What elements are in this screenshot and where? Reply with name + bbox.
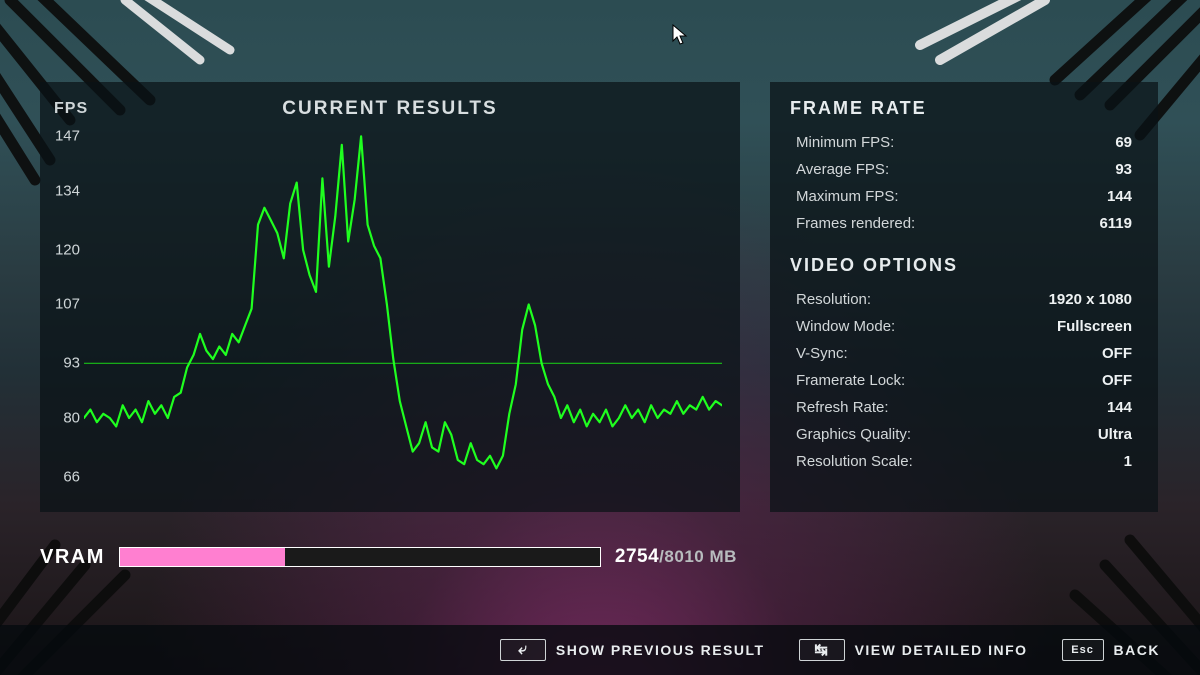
y-tick: 120 bbox=[40, 241, 80, 258]
back-button[interactable]: Esc BACK bbox=[1062, 639, 1160, 661]
video-option-row: V-Sync: OFF bbox=[790, 340, 1138, 367]
video-option-label: Resolution: bbox=[796, 291, 871, 308]
frame-rate-label: Maximum FPS: bbox=[796, 188, 899, 205]
video-option-row: Resolution: 1920 x 1080 bbox=[790, 286, 1138, 313]
frame-rate-label: Average FPS: bbox=[796, 161, 889, 178]
frame-rate-row: Maximum FPS: 144 bbox=[790, 183, 1138, 210]
results-chart-panel: FPS CURRENT RESULTS 66 80 93 107 120 134 147 bbox=[40, 82, 740, 512]
video-option-label: Resolution Scale: bbox=[796, 453, 913, 470]
frame-rate-label: Frames rendered: bbox=[796, 215, 915, 232]
key-icon: Esc bbox=[1062, 639, 1104, 661]
y-tick: 93 bbox=[40, 355, 80, 372]
frame-rate-value: 69 bbox=[1115, 134, 1132, 151]
video-option-row: Refresh Rate: 144 bbox=[790, 394, 1138, 421]
video-option-label: Window Mode: bbox=[796, 318, 895, 335]
vram-bar bbox=[119, 547, 601, 567]
video-option-value: 1 bbox=[1124, 453, 1132, 470]
video-options-heading: VIDEO OPTIONS bbox=[790, 255, 1138, 276]
chart-title: CURRENT RESULTS bbox=[40, 82, 740, 120]
frame-rate-label: Minimum FPS: bbox=[796, 134, 894, 151]
button-label: BACK bbox=[1114, 642, 1160, 658]
frame-rate-row: Minimum FPS: 69 bbox=[790, 129, 1138, 156]
vram-row: VRAM 2754/8010 MB bbox=[40, 540, 740, 574]
video-option-row: Window Mode: Fullscreen bbox=[790, 313, 1138, 340]
key-icon: ↹ bbox=[799, 639, 845, 661]
brush-decor-top-left-white bbox=[120, 0, 240, 90]
frame-rate-value: 144 bbox=[1107, 188, 1132, 205]
video-option-value: Fullscreen bbox=[1057, 318, 1132, 335]
frame-rate-value: 6119 bbox=[1099, 215, 1132, 232]
footer-bar: ⤶ SHOW PREVIOUS RESULT ↹ VIEW DETAILED I… bbox=[0, 625, 1200, 675]
vram-bar-fill bbox=[120, 548, 285, 566]
y-tick: 107 bbox=[40, 296, 80, 313]
vram-label: VRAM bbox=[40, 546, 105, 569]
brush-decor-top-right-white bbox=[910, 0, 1050, 80]
button-label: SHOW PREVIOUS RESULT bbox=[556, 642, 765, 658]
show-previous-result-button[interactable]: ⤶ SHOW PREVIOUS RESULT bbox=[500, 639, 765, 661]
video-option-label: Graphics Quality: bbox=[796, 426, 911, 443]
y-tick: 134 bbox=[40, 183, 80, 200]
video-option-row: Framerate Lock: OFF bbox=[790, 367, 1138, 394]
video-option-label: Refresh Rate: bbox=[796, 399, 889, 416]
vram-value: 2754/8010 MB bbox=[615, 546, 737, 568]
video-option-value: OFF bbox=[1102, 345, 1132, 362]
stats-panel: FRAME RATE Minimum FPS: 69 Average FPS: 93 M… bbox=[770, 82, 1158, 512]
button-label: VIEW DETAILED INFO bbox=[855, 642, 1028, 658]
y-tick: 80 bbox=[40, 409, 80, 426]
y-tick: 66 bbox=[40, 468, 80, 485]
video-option-value: OFF bbox=[1102, 372, 1132, 389]
y-axis-label: FPS bbox=[54, 100, 88, 118]
view-detailed-info-button[interactable]: ↹ VIEW DETAILED INFO bbox=[799, 639, 1028, 661]
key-icon: ⤶ bbox=[500, 639, 546, 661]
y-tick: 147 bbox=[40, 128, 80, 145]
video-option-row: Resolution Scale: 1 bbox=[790, 448, 1138, 475]
video-option-label: V-Sync: bbox=[796, 345, 848, 362]
video-option-value: 144 bbox=[1107, 399, 1132, 416]
frame-rate-value: 93 bbox=[1115, 161, 1132, 178]
frame-rate-row: Average FPS: 93 bbox=[790, 156, 1138, 183]
video-option-value: Ultra bbox=[1098, 426, 1132, 443]
frame-rate-row: Frames rendered: 6119 bbox=[790, 210, 1138, 237]
video-option-value: 1920 x 1080 bbox=[1049, 291, 1132, 308]
frame-rate-heading: FRAME RATE bbox=[790, 98, 1138, 119]
cursor-icon bbox=[672, 24, 688, 46]
video-option-row: Graphics Quality: Ultra bbox=[790, 421, 1138, 448]
video-option-label: Framerate Lock: bbox=[796, 372, 905, 389]
